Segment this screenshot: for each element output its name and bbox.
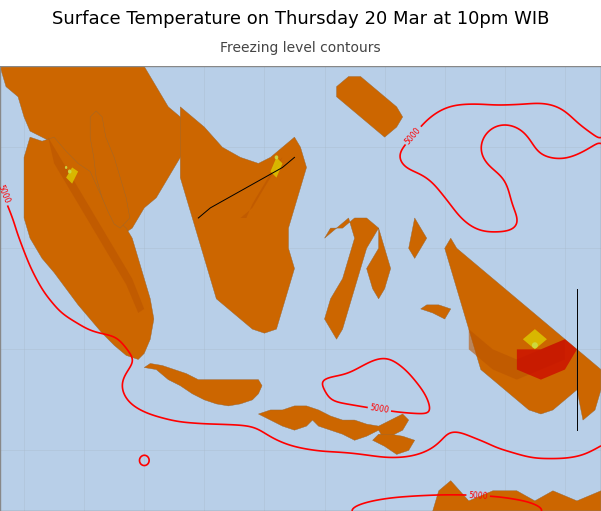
Text: Freezing level contours: Freezing level contours: [220, 41, 381, 55]
Polygon shape: [270, 157, 282, 177]
Ellipse shape: [65, 166, 67, 169]
Polygon shape: [90, 111, 130, 228]
Polygon shape: [433, 481, 601, 511]
Polygon shape: [258, 406, 409, 440]
Polygon shape: [517, 339, 577, 380]
Ellipse shape: [532, 342, 538, 349]
Text: 5000: 5000: [468, 491, 488, 500]
Polygon shape: [325, 218, 391, 339]
Polygon shape: [0, 66, 192, 238]
Polygon shape: [373, 434, 415, 454]
Polygon shape: [421, 305, 451, 319]
Text: 5000: 5000: [369, 403, 389, 415]
Text: Surface Temperature on Thursday 20 Mar at 10pm WIB: Surface Temperature on Thursday 20 Mar a…: [52, 10, 549, 28]
Polygon shape: [66, 168, 78, 183]
Polygon shape: [180, 107, 307, 333]
Polygon shape: [337, 77, 403, 137]
Polygon shape: [24, 137, 154, 359]
Ellipse shape: [275, 155, 278, 159]
Polygon shape: [577, 350, 601, 420]
Polygon shape: [48, 137, 144, 313]
Text: 5000: 5000: [403, 125, 423, 146]
Ellipse shape: [68, 170, 72, 174]
Polygon shape: [469, 329, 565, 380]
Polygon shape: [523, 329, 547, 350]
Polygon shape: [445, 238, 577, 414]
Polygon shape: [240, 157, 282, 218]
Polygon shape: [144, 363, 262, 406]
Text: 5000: 5000: [0, 184, 11, 205]
Polygon shape: [409, 218, 427, 259]
